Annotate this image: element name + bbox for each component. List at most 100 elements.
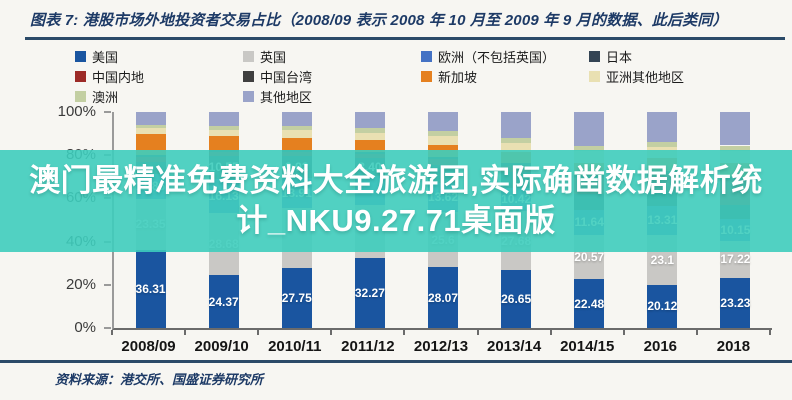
bar-segment [428, 135, 458, 145]
x-axis-tick-mark [257, 330, 260, 335]
legend-item-label: 其他地区 [260, 90, 313, 105]
bar-segment [208, 112, 239, 127]
bar-segment: 26.65 [501, 270, 531, 328]
bar-segment: 28.07 [428, 267, 458, 328]
watermark-overlay: 澳门最精准免费资料大全旅游团,实际确凿数据解析统 计_NKU9.27.71桌面版 [0, 150, 792, 252]
watermark-text-line2: 计_NKU9.27.71桌面版 [236, 203, 556, 238]
segment-value-label: 20.57 [574, 250, 605, 265]
legend-item-label: 新加坡 [438, 70, 478, 85]
bar-segment [501, 142, 532, 153]
bar-segment [281, 130, 312, 138]
legend-item-label: 澳洲 [92, 90, 119, 105]
segment-value-label: 23.23 [720, 295, 751, 310]
bar-segment [720, 145, 751, 151]
y-axis-tick-label: 20% [65, 275, 96, 293]
bar-segment [135, 111, 166, 125]
x-axis-tick-label: 2010/11 [268, 338, 322, 355]
segment-value-label: 17.22 [720, 252, 751, 267]
bar-segment [135, 124, 166, 128]
bar-segment [720, 112, 751, 146]
x-axis-tick-mark [476, 330, 479, 335]
x-axis-tick-label: 2011/12 [341, 338, 395, 355]
bar-segment [574, 112, 605, 147]
x-axis-tick-label: 2016 [643, 338, 678, 355]
bar-segment [354, 112, 385, 129]
x-axis-tick-mark [184, 330, 187, 335]
y-axis-tick-label: 100% [57, 103, 96, 120]
bar-segment [208, 136, 239, 151]
chart-legend: 美国 英国 欧洲（不包括英国） 日本中国内地 中国台湾 新加坡 亚洲其他地区澳洲 其他地区 [75, 48, 775, 105]
legend-item: 澳洲 [75, 88, 243, 105]
bottom-divider [0, 360, 792, 363]
legend-item-label: 日本 [606, 50, 633, 65]
legend-swatch [75, 51, 86, 62]
legend-item: 亚洲其他地区 [589, 68, 775, 85]
x-axis-tick-label: 2013/14 [486, 338, 542, 355]
segment-value-label: 22.48 [574, 296, 605, 311]
legend-swatch [75, 91, 86, 102]
legend-item: 英国 [243, 48, 421, 65]
x-axis-tick-mark [549, 330, 552, 335]
legend-item: 新加坡 [421, 68, 589, 85]
bar-segment [647, 111, 678, 142]
legend-item: 美国 [75, 48, 243, 65]
chart-title: 图表 7: 港股市场外地投资者交易占比（2008/09 表示 2008 年 10… [30, 12, 728, 29]
x-axis-tick-mark [769, 330, 771, 335]
x-axis-tick-label: 2014/15 [560, 338, 615, 355]
y-axis-tick-mark [104, 111, 111, 113]
legend-swatch [421, 51, 432, 62]
bar-segment [208, 126, 239, 130]
x-axis-tick-mark [330, 330, 333, 335]
segment-value-label: 26.65 [501, 292, 532, 307]
bar-segment: 20.12 [647, 284, 678, 328]
legend-item: 其他地区 [243, 88, 421, 105]
legend-swatch [589, 71, 600, 82]
legend-item-label: 亚洲其他地区 [606, 70, 685, 85]
bar-segment: 36.31 [136, 249, 166, 328]
bar-segment [281, 126, 312, 131]
source-note: 资料来源：港交所、国盛证券研究所 [55, 372, 264, 387]
legend-item-label: 中国内地 [92, 70, 145, 85]
x-axis-tick-mark [403, 330, 406, 335]
legend-swatch [589, 51, 600, 62]
x-axis-tick-label: 2012/13 [413, 338, 469, 355]
x-axis-tick-label: 2009/10 [194, 338, 249, 355]
legend-item-label: 美国 [92, 50, 119, 65]
legend-item-label: 中国台湾 [260, 70, 313, 85]
bar-segment [354, 132, 385, 141]
bar-segment [501, 112, 532, 138]
x-axis-tick-mark [622, 330, 625, 335]
bar-segment [281, 112, 312, 127]
segment-value-label: 20.12 [647, 299, 678, 314]
legend-item: 欧洲（不包括英国） [421, 48, 589, 65]
legend-item: 中国内地 [75, 68, 243, 85]
legend-swatch [243, 91, 254, 102]
segment-value-label: 32.27 [354, 286, 385, 301]
bar-segment: 23.23 [720, 277, 751, 328]
bar-segment [428, 112, 458, 132]
y-axis-tick-mark [104, 327, 111, 329]
bar-segment [428, 131, 458, 136]
segment-value-label: 27.75 [281, 291, 312, 306]
bar-segment: 32.27 [355, 258, 385, 328]
bar-segment: 27.75 [282, 268, 312, 328]
x-axis-tick-mark [111, 330, 113, 335]
bar-segment: 22.48 [574, 279, 604, 328]
bar-segment: 24.37 [209, 275, 239, 328]
x-axis-tick-mark [695, 330, 698, 335]
y-axis-tick-mark [104, 283, 111, 286]
legend-swatch [243, 71, 254, 82]
bar-segment [135, 127, 166, 134]
bar-segment [208, 129, 239, 137]
x-axis-tick-label: 2018 [716, 338, 751, 355]
legend-swatch [75, 71, 86, 82]
y-axis-tick-label: 0% [74, 319, 96, 336]
bar-segment [501, 137, 532, 143]
legend-item-label: 英国 [260, 50, 287, 65]
bar-segment [354, 128, 385, 133]
bar-segment [574, 146, 605, 152]
legend-item: 日本 [589, 48, 775, 65]
legend-swatch [421, 71, 432, 82]
legend-item-label: 欧洲（不包括英国） [438, 50, 556, 65]
